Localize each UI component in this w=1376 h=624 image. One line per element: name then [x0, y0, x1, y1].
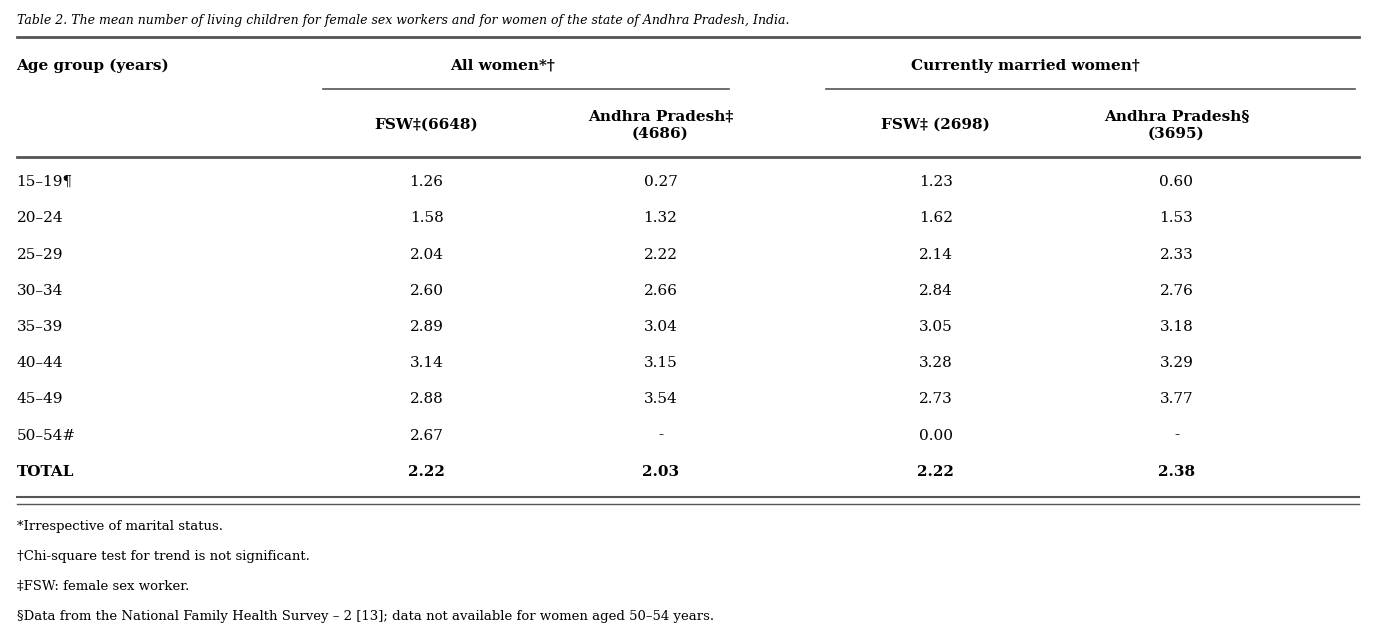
Text: 1.26: 1.26 [410, 175, 443, 189]
Text: 2.04: 2.04 [410, 248, 443, 261]
Text: 50–54#: 50–54# [17, 429, 76, 442]
Text: 30–34: 30–34 [17, 284, 63, 298]
Text: All women*†: All women*† [450, 59, 555, 72]
Text: 2.73: 2.73 [919, 392, 952, 406]
Text: 40–44: 40–44 [17, 356, 63, 370]
Text: 3.15: 3.15 [644, 356, 677, 370]
Text: 45–49: 45–49 [17, 392, 63, 406]
Text: -: - [658, 429, 663, 442]
Text: 1.32: 1.32 [644, 212, 677, 225]
Text: 3.04: 3.04 [644, 320, 677, 334]
Text: *Irrespective of marital status.: *Irrespective of marital status. [17, 520, 223, 533]
Text: 3.77: 3.77 [1160, 392, 1193, 406]
Text: 3.29: 3.29 [1160, 356, 1193, 370]
Text: 1.53: 1.53 [1160, 212, 1193, 225]
Text: 3.14: 3.14 [410, 356, 443, 370]
Text: 2.14: 2.14 [919, 248, 952, 261]
Text: Currently married women†: Currently married women† [911, 59, 1139, 72]
Text: 3.05: 3.05 [919, 320, 952, 334]
Text: 0.00: 0.00 [919, 429, 952, 442]
Text: 3.28: 3.28 [919, 356, 952, 370]
Text: FSW‡ (2698): FSW‡ (2698) [881, 118, 991, 132]
Text: 2.38: 2.38 [1159, 465, 1194, 479]
Text: 2.66: 2.66 [644, 284, 677, 298]
Text: Andhra Pradesh§
(3695): Andhra Pradesh§ (3695) [1104, 109, 1249, 140]
Text: 2.22: 2.22 [644, 248, 677, 261]
Text: 0.60: 0.60 [1160, 175, 1193, 189]
Text: 2.33: 2.33 [1160, 248, 1193, 261]
Text: 1.23: 1.23 [919, 175, 952, 189]
Text: Table 2. The mean number of living children for female sex workers and for women: Table 2. The mean number of living child… [17, 14, 788, 27]
Text: 25–29: 25–29 [17, 248, 63, 261]
Text: §Data from the National Family Health Survey – 2 [13]; data not available for wo: §Data from the National Family Health Su… [17, 610, 714, 623]
Text: 2.22: 2.22 [409, 465, 444, 479]
Text: Andhra Pradesh‡
(4686): Andhra Pradesh‡ (4686) [588, 109, 733, 140]
Text: 2.88: 2.88 [410, 392, 443, 406]
Text: 2.89: 2.89 [410, 320, 443, 334]
Text: ‡FSW: female sex worker.: ‡FSW: female sex worker. [17, 580, 189, 593]
Text: 2.22: 2.22 [918, 465, 954, 479]
Text: 2.60: 2.60 [410, 284, 443, 298]
Text: FSW‡(6648): FSW‡(6648) [374, 118, 479, 132]
Text: -: - [1174, 429, 1179, 442]
Text: 0.27: 0.27 [644, 175, 677, 189]
Text: 2.03: 2.03 [643, 465, 678, 479]
Text: 2.67: 2.67 [410, 429, 443, 442]
Text: 2.84: 2.84 [919, 284, 952, 298]
Text: 3.54: 3.54 [644, 392, 677, 406]
Text: 15–19¶: 15–19¶ [17, 175, 73, 189]
Text: 1.58: 1.58 [410, 212, 443, 225]
Text: Age group (years): Age group (years) [17, 58, 169, 73]
Text: 3.18: 3.18 [1160, 320, 1193, 334]
Text: 2.76: 2.76 [1160, 284, 1193, 298]
Text: 35–39: 35–39 [17, 320, 63, 334]
Text: 1.62: 1.62 [919, 212, 952, 225]
Text: TOTAL: TOTAL [17, 465, 74, 479]
Text: 20–24: 20–24 [17, 212, 63, 225]
Text: †Chi-square test for trend is not significant.: †Chi-square test for trend is not signif… [17, 550, 310, 563]
